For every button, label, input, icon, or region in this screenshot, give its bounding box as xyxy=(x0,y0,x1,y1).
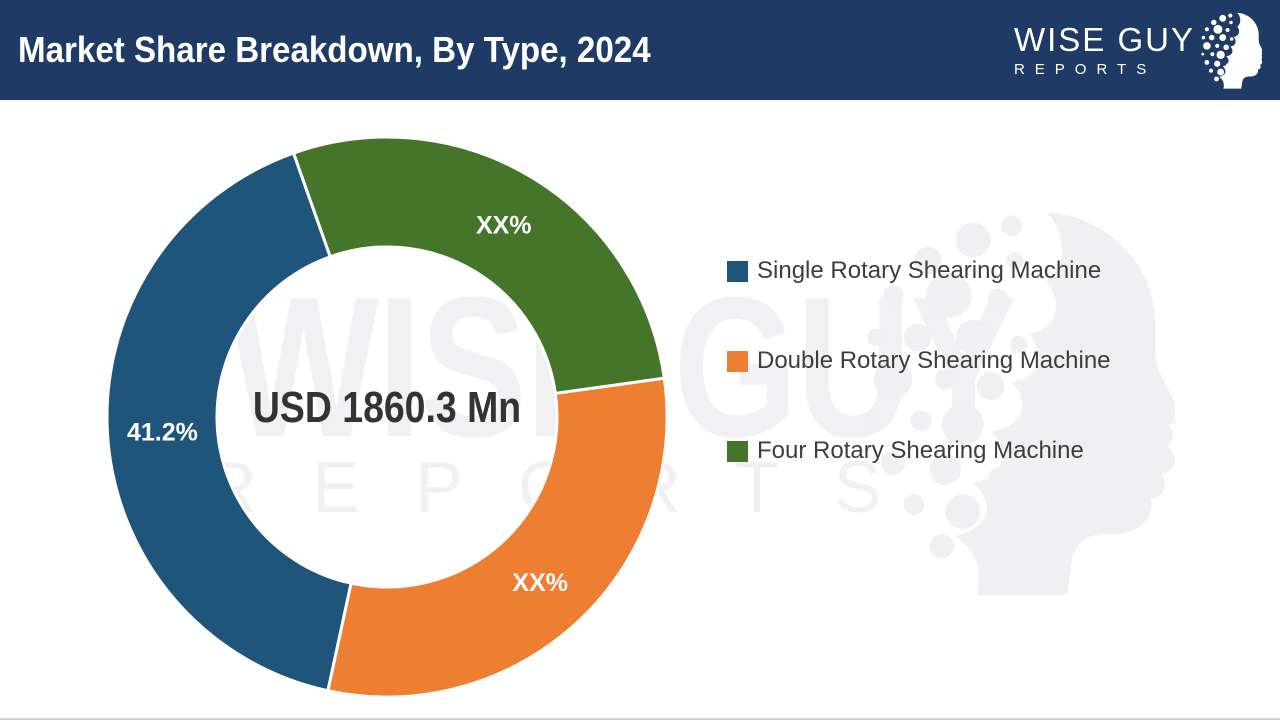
segment-value-label: XX% xyxy=(512,569,568,597)
segment-value-label: XX% xyxy=(476,212,532,240)
page-title: Market Share Breakdown, By Type, 2024 xyxy=(18,29,651,70)
segment-value-label: 41.2% xyxy=(127,418,198,446)
legend-label: Four Rotary Shearing Machine xyxy=(757,437,1084,464)
header: Market Share Breakdown, By Type, 2024 WI… xyxy=(0,0,1280,100)
legend-swatch xyxy=(727,440,748,462)
donut-segment-1 xyxy=(326,376,669,699)
brand-logo: WISE GUY REPORTS xyxy=(1014,9,1262,91)
legend-swatch xyxy=(727,350,748,372)
brand-wordmark: WISE GUY REPORTS xyxy=(1014,23,1195,78)
donut-segment-0 xyxy=(105,151,353,693)
chart-center-value: USD 1860.3 Mn xyxy=(252,383,522,432)
legend-label: Single Rotary Shearing Machine xyxy=(757,257,1102,284)
wiseguy-head-icon xyxy=(1200,9,1262,91)
legend-label: Double Rotary Shearing Machine xyxy=(757,347,1111,374)
bottom-divider xyxy=(0,718,1280,720)
brand-name: WISE GUY xyxy=(1013,20,1195,58)
legend: Single Rotary Shearing Machine Double Ro… xyxy=(727,0,1197,720)
legend-item: Single Rotary Shearing Machine xyxy=(727,256,1101,286)
donut-segment-2 xyxy=(292,135,666,395)
legend-item: Double Rotary Shearing Machine xyxy=(727,346,1111,376)
legend-swatch xyxy=(727,260,748,282)
legend-item: Four Rotary Shearing Machine xyxy=(727,436,1084,466)
brand-subtext: REPORTS xyxy=(1013,60,1157,78)
